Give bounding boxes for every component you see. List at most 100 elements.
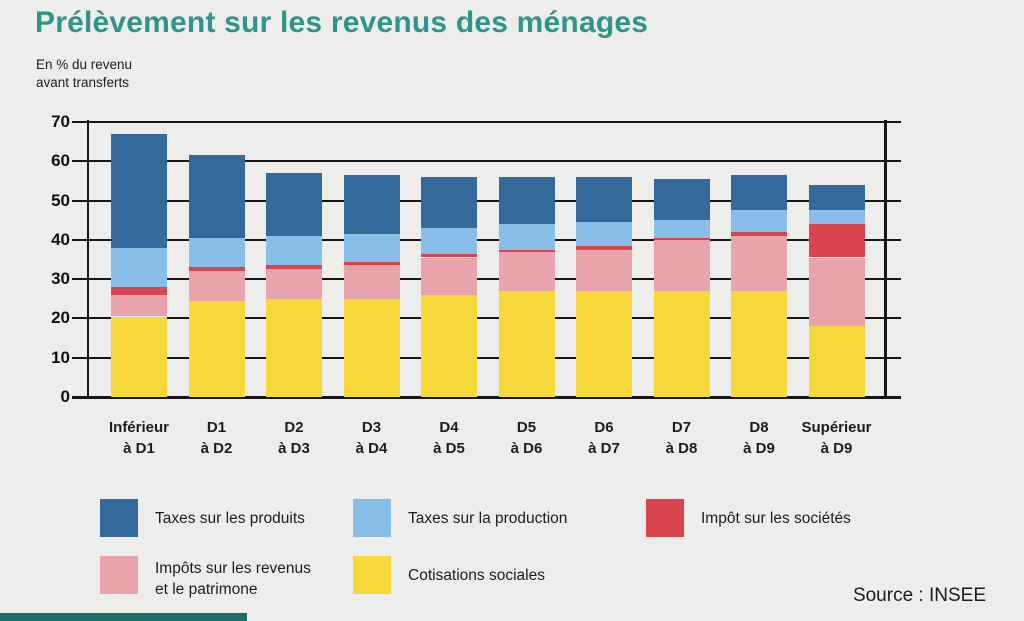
grid-line — [88, 278, 885, 281]
legend-swatch-cotisations — [353, 556, 391, 594]
bar-segment-impots_revenus — [188, 271, 245, 301]
x-axis-label-line: D1 — [206, 419, 227, 436]
bar-segment-impots_revenus — [266, 269, 322, 299]
y-axis-line-right — [884, 120, 887, 398]
bar-segment-impot_societes — [421, 253, 477, 258]
y-tick-label: 40 — [51, 229, 70, 249]
bar-segment-taxes_production — [421, 228, 477, 254]
legend-item: Impôts sur les revenus et le patrimone — [100, 556, 311, 600]
x-axis-label: D2 à D3 — [246, 417, 342, 459]
bar-segment-impot_societes — [653, 237, 710, 240]
bar-segment-taxes_production — [808, 210, 865, 225]
x-axis-label: D7 à D8 — [634, 417, 730, 459]
grid-line — [88, 356, 885, 359]
x-axis-label-line: à D9 — [743, 440, 775, 457]
legend-swatch-taxes_production — [353, 499, 391, 537]
x-axis-label: Inférieur à D1 — [91, 417, 187, 459]
y-axis-tick-right — [885, 356, 901, 359]
x-axis-label: Supérieur à D9 — [789, 417, 885, 459]
bar-segment-impots_revenus — [421, 257, 477, 295]
bar-segment-impots_revenus — [576, 249, 632, 291]
y-axis-tick-right — [885, 278, 901, 281]
legend-swatch-impots_revenus — [100, 556, 138, 594]
y-axis-tick-right — [885, 238, 901, 241]
y-axis-tick-left — [72, 121, 88, 123]
bar-segment-taxes_produits — [731, 175, 787, 211]
y-tick-label: 30 — [51, 269, 70, 289]
bar-segment-taxes_produits — [808, 184, 865, 211]
x-axis-label-line: à D5 — [433, 440, 465, 457]
x-axis-label-line: Supérieur — [801, 419, 872, 436]
bar-segment-taxes_production — [498, 224, 555, 250]
legend-label-line: Taxes sur la production — [408, 509, 568, 527]
grid-line — [88, 238, 885, 241]
bar-segment-cotisations — [421, 294, 477, 397]
legend-label: Impôt sur les sociétés — [701, 508, 851, 529]
bar-segment-cotisations — [576, 290, 632, 397]
x-axis-label-line: D6 — [594, 419, 614, 436]
y-tick-label: 20 — [51, 308, 70, 328]
subtitle-line-1: En % du revenu — [36, 57, 133, 72]
y-axis-tick-right — [885, 199, 901, 202]
x-axis-label-line: D4 — [439, 419, 459, 436]
bar-segment-impots_revenus — [111, 294, 167, 317]
x-axis-label-line: à D6 — [510, 440, 543, 457]
y-tick-label: 60 — [51, 151, 70, 171]
bar-segment-impots_revenus — [343, 265, 400, 299]
x-axis-label: D3 à D4 — [324, 417, 420, 459]
y-tick-label: 10 — [51, 347, 70, 367]
grid-line — [88, 317, 885, 320]
y-axis-tick-right — [885, 160, 901, 163]
bar-segment-impot_societes — [188, 267, 245, 272]
legend-label-line: et le patrimone — [155, 581, 258, 598]
bar-segment-taxes_production — [576, 222, 632, 246]
y-axis-tick-right — [885, 121, 901, 123]
x-axis-label-line: à D2 — [200, 440, 233, 457]
x-axis-label-line: à D8 — [665, 440, 698, 457]
x-axis-label: D1 à D2 — [169, 417, 265, 459]
y-axis-tick-left — [72, 199, 88, 202]
y-tick-label: 70 — [51, 112, 70, 131]
bar-segment-cotisations — [188, 300, 245, 398]
bar-segment-taxes_produits — [498, 177, 555, 225]
x-axis-label-line: à D4 — [355, 440, 388, 457]
subtitle-line-2: avant transferts — [36, 75, 130, 90]
x-axis-label-line: à D1 — [123, 440, 155, 457]
legend-label-line: Impôts sur les revenus — [155, 560, 311, 577]
legend-label: Taxes sur la production — [408, 508, 567, 529]
bar-segment-cotisations — [808, 326, 865, 397]
bar-segment-taxes_production — [266, 235, 322, 266]
legend-label-line: Impôt sur les sociétés — [701, 509, 851, 527]
x-axis-label-line: à D7 — [588, 440, 620, 457]
y-axis-tick-left — [72, 238, 88, 241]
legend-swatch-impot_societes — [646, 499, 684, 537]
bar-segment-cotisations — [266, 298, 322, 397]
x-axis-label-line: D5 — [516, 419, 537, 436]
bar-segment-impots_revenus — [653, 239, 710, 291]
x-axis-label: D8 à D9 — [711, 417, 807, 459]
bar-segment-taxes_production — [343, 234, 400, 262]
bar-segment-taxes_produits — [266, 173, 322, 236]
bar-segment-impot_societes — [343, 261, 400, 266]
bar-segment-taxes_produits — [653, 179, 710, 221]
x-axis-label-line: D8 — [749, 419, 769, 436]
bar-segment-taxes_produits — [343, 175, 400, 234]
bar-segment-cotisations — [343, 298, 400, 397]
x-axis-label-line: D2 — [284, 419, 304, 436]
x-axis-label-line: Inférieur — [108, 419, 169, 436]
legend-label: Taxes sur les produits — [155, 508, 305, 529]
y-tick-label: 0 — [60, 387, 70, 406]
y-axis-tick-left — [72, 160, 88, 163]
x-axis-label: D6 à D7 — [556, 417, 652, 459]
x-axis-label: D5 à D6 — [479, 417, 575, 459]
bar-segment-impot_societes — [731, 232, 787, 236]
x-axis-label-line: D3 — [361, 419, 382, 436]
bar-segment-taxes_production — [731, 210, 787, 232]
y-axis-unit-label: En % du revenu avant transferts — [36, 56, 132, 92]
grid-line — [88, 121, 885, 123]
legend-label-line: Taxes sur les produits — [155, 509, 305, 527]
x-axis-label: D4 à D5 — [401, 417, 497, 459]
bar-segment-taxes_production — [188, 237, 245, 268]
bar-segment-impots_revenus — [808, 257, 865, 327]
bar-segment-impot_societes — [808, 224, 865, 258]
